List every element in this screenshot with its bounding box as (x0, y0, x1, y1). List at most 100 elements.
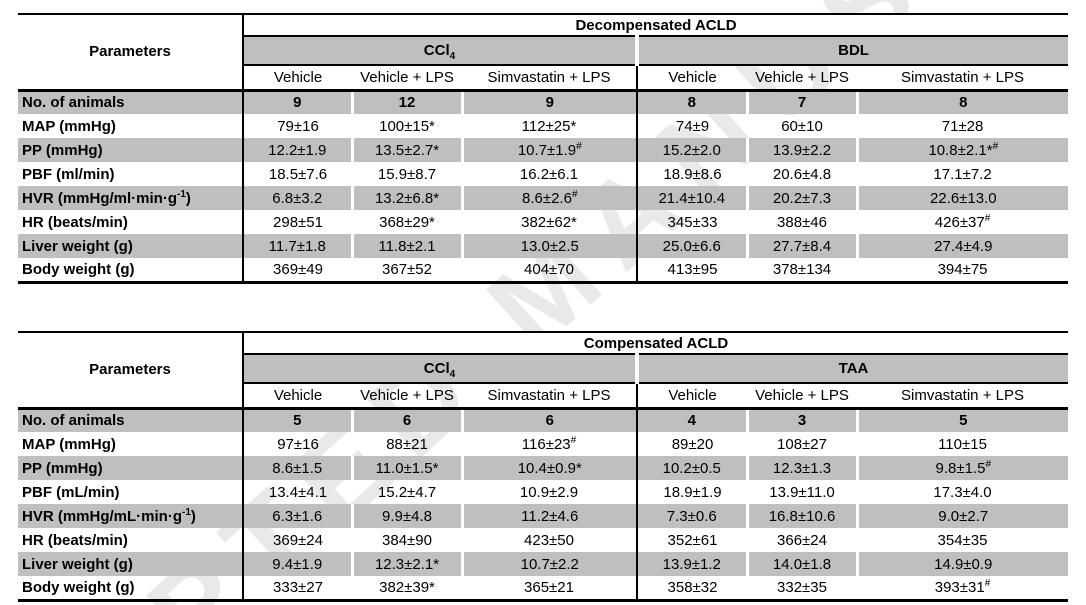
value-cell: 12.3±2.1* (352, 552, 464, 576)
treatment-column-header: Simvastatin + LPS (462, 65, 638, 92)
table-row: PP (mmHg) 8.6±1.5 11.0±1.5* 10.4±0.9* 10.2±0… (18, 456, 1068, 480)
value-cell: 16.8±10.6 (747, 504, 859, 528)
value-cell: 9 (462, 90, 638, 114)
value-cell: 333±27 (243, 576, 352, 602)
value-cell: 8 (637, 90, 749, 114)
row-label: HVR (mmHg/ml·min·g-1) (18, 186, 244, 210)
value-cell: 17.3±4.0 (933, 483, 992, 501)
group-header-left: CCl4 (243, 354, 639, 384)
value-cell: 18.5±7.6 (268, 165, 328, 183)
row-label: PP (mmHg) (18, 138, 244, 162)
compensated-acld-table-container: Parameters Compensated ACLD CCl4 TAA Vehicle… (18, 331, 1068, 602)
value-cell: 15.2±2.0 (637, 138, 749, 162)
value-cell: 423±50 (462, 528, 638, 552)
value-cell: 413±95 (637, 258, 747, 284)
value-cell: 393±31# (857, 576, 1068, 602)
table-row: PP (mmHg) 12.2±1.9 13.5±2.7* 10.7±1.9# 15.2±… (18, 138, 1069, 162)
value-cell: 27.4±4.9 (857, 234, 1069, 258)
value-cell: 7.3±0.6 (637, 504, 749, 528)
value-cell: 369±24 (273, 531, 323, 549)
value-cell: 18.9±8.6 (663, 165, 722, 183)
parameters-header-cell: Parameters (18, 13, 244, 92)
value-cell: 5 (243, 408, 354, 432)
value-cell: 8.6±2.6# (462, 186, 638, 210)
header-row-treatments: Vehicle Vehicle + LPS Simvastatin + LPS Veh… (18, 65, 1069, 92)
value-cell: 9.8±1.5# (857, 456, 1068, 480)
value-cell: 378±134 (747, 258, 857, 284)
row-label: PBF (ml/min) (18, 162, 244, 186)
compensated-acld-table: Parameters Compensated ACLD CCl4 TAA Vehicle… (18, 331, 1068, 602)
value-cell: 13.2±6.8* (352, 186, 464, 210)
value-cell: 11.7±1.8 (243, 234, 354, 258)
value-cell: 112±25* (462, 114, 638, 138)
value-cell: 382±62* (462, 210, 638, 234)
value-cell: 10.7±1.9# (462, 138, 638, 162)
value-cell: 13.4±4.1 (268, 483, 328, 501)
row-label: HR (beats/min) (18, 528, 244, 552)
value-cell: 10.4±0.9* (462, 456, 638, 480)
row-label: MAP (mmHg) (18, 432, 244, 456)
value-cell: 15.2±4.7 (377, 483, 437, 501)
table-row: HVR (mmHg/mL·min·g-1) 6.3±1.6 9.9±4.8 11.2±… (18, 504, 1068, 528)
value-cell: 6 (352, 408, 464, 432)
row-label: HVR (mmHg/mL·min·g-1) (18, 504, 244, 528)
value-cell: 79±16 (277, 117, 319, 135)
row-label: PBF (mL/min) (18, 480, 244, 504)
row-label: HR (beats/min) (18, 210, 244, 234)
row-label: Liver weight (g) (18, 234, 244, 258)
value-cell: 14.9±0.9 (857, 552, 1068, 576)
value-cell: 21.4±10.4 (637, 186, 749, 210)
table-row: PBF (mL/min) 13.4±4.1 15.2±4.7 10.9±2.9 18.9… (18, 480, 1068, 504)
value-cell: 88±21 (386, 435, 428, 453)
table-row: Body weight (g) 369±49 367±52 404±70 413±95 3… (18, 258, 1069, 284)
value-cell: 108±27 (777, 435, 827, 453)
row-label: No. of animals (18, 90, 244, 114)
value-cell: 382±39* (352, 576, 462, 602)
value-cell: 7 (747, 90, 859, 114)
value-cell: 97±16 (277, 435, 319, 453)
value-cell: 110±15 (938, 435, 987, 453)
value-cell: 8.6±1.5 (243, 456, 354, 480)
treatment-column-header: Vehicle (637, 383, 747, 410)
value-cell: 404±70 (462, 258, 638, 284)
value-cell: 18.9±1.9 (663, 483, 722, 501)
table-row: Liver weight (g) 11.7±1.8 11.8±2.1 13.0±2.5… (18, 234, 1069, 258)
row-label: MAP (mmHg) (18, 114, 244, 138)
row-label: Liver weight (g) (18, 552, 244, 576)
value-cell: 298±51 (273, 213, 323, 231)
header-row-groups: CCl4 BDL (18, 36, 1069, 66)
value-cell: 13.9±2.2 (747, 138, 859, 162)
treatment-column-header: Vehicle + LPS (747, 65, 857, 92)
value-cell: 25.0±6.6 (637, 234, 749, 258)
value-cell: 12.3±1.3 (747, 456, 859, 480)
treatment-column-header: Vehicle (243, 383, 352, 410)
value-cell: 9 (243, 90, 354, 114)
treatment-column-header: Vehicle + LPS (747, 383, 857, 410)
value-cell: 13.9±11.0 (769, 483, 835, 501)
value-cell: 20.6±4.8 (772, 165, 832, 183)
value-cell: 358±32 (637, 576, 747, 602)
value-cell: 11.8±2.1 (352, 234, 464, 258)
value-cell: 5 (857, 408, 1068, 432)
treatment-column-header: Simvastatin + LPS (857, 383, 1068, 410)
treatment-column-header: Vehicle (243, 65, 352, 92)
group-header-left: CCl4 (243, 36, 639, 66)
value-cell: 22.6±13.0 (857, 186, 1069, 210)
row-label: PP (mmHg) (18, 456, 244, 480)
table-row: Body weight (g) 333±27 382±39* 365±21 358±32… (18, 576, 1068, 602)
value-cell: 3 (747, 408, 859, 432)
treatment-column-header: Simvastatin + LPS (462, 383, 638, 410)
value-cell: 9.4±1.9 (243, 552, 354, 576)
value-cell: 10.9±2.9 (462, 480, 638, 504)
value-cell: 6.3±1.6 (243, 504, 354, 528)
table-title: Compensated ACLD (243, 331, 1068, 355)
value-cell: 12 (352, 90, 464, 114)
decompensated-acld-table: Parameters Decompensated ACLD CCl4 BDL Vehic… (18, 13, 1069, 284)
row-label: Body weight (g) (18, 258, 244, 284)
value-cell: 10.7±2.2 (462, 552, 638, 576)
value-cell: 20.2±7.3 (747, 186, 859, 210)
value-cell: 116±23# (462, 432, 638, 456)
group-header-right: TAA (637, 354, 1068, 384)
decompensated-acld-table-container: Parameters Decompensated ACLD CCl4 BDL Vehic… (18, 13, 1069, 284)
value-cell: 345±33 (667, 213, 718, 231)
